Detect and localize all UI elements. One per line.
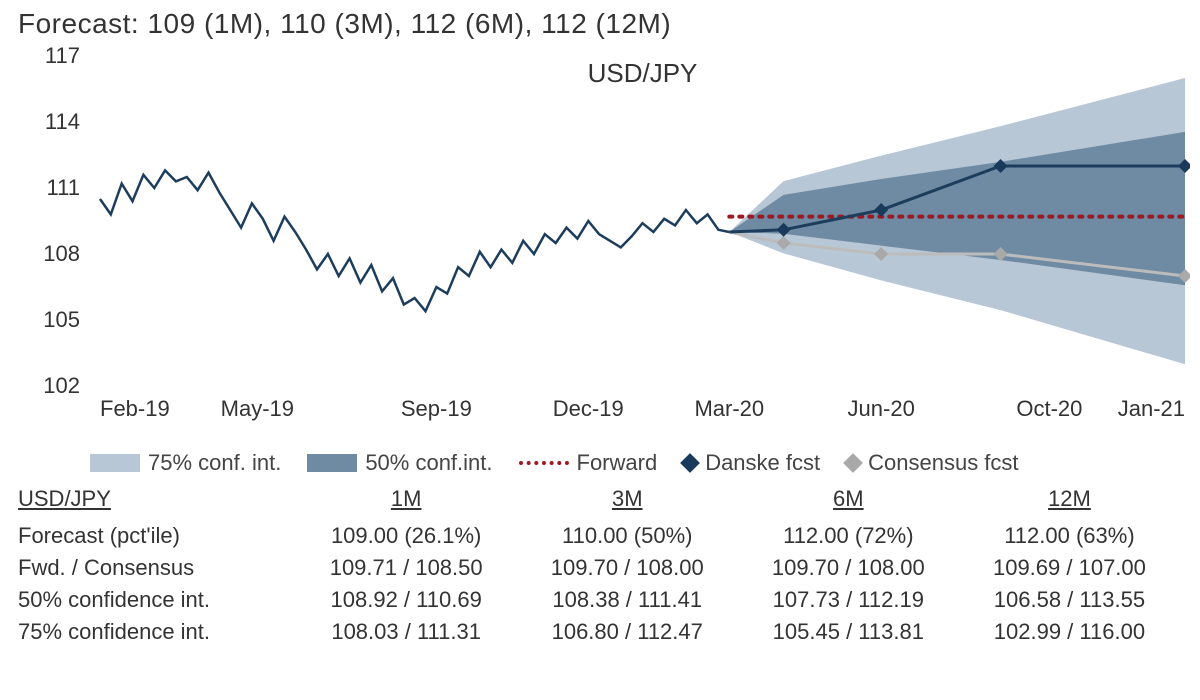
svg-text:102: 102 <box>43 373 80 398</box>
table-row: Fwd. / Consensus109.71 / 108.50109.70 / … <box>18 552 1180 584</box>
legend-label: Consensus fcst <box>868 450 1018 476</box>
diamond-gray-icon <box>843 453 863 473</box>
row-cell: 108.38 / 111.41 <box>517 584 738 616</box>
diamond-blue-icon <box>680 453 700 473</box>
forecast-chart: 102 105 108 111 114 117 Feb-19 May-19 Sep-19 Dec-… <box>10 46 1190 446</box>
svg-text:105: 105 <box>43 307 80 332</box>
legend-conf75: 75% conf. int. <box>90 450 281 476</box>
swatch-conf75-icon <box>90 454 140 472</box>
row-label: Forecast (pct'ile) <box>18 520 296 552</box>
row-cell: 109.70 / 108.00 <box>517 552 738 584</box>
legend-label: 50% conf.int. <box>365 450 492 476</box>
svg-text:Jan-21: Jan-21 <box>1118 396 1185 421</box>
row-cell: 109.70 / 108.00 <box>738 552 959 584</box>
table-row: 75% confidence int.108.03 / 111.31106.80… <box>18 616 1180 648</box>
legend-danske: Danske fcst <box>683 450 820 476</box>
row-cell: 108.03 / 111.31 <box>296 616 517 648</box>
table-row: Forecast (pct'ile)109.00 (26.1%)110.00 (… <box>18 520 1180 552</box>
legend-label: 75% conf. int. <box>148 450 281 476</box>
chart-legend: 75% conf. int. 50% conf.int. Forward Dan… <box>0 446 1200 476</box>
svg-text:Oct-20: Oct-20 <box>1016 396 1082 421</box>
legend-label: Danske fcst <box>705 450 820 476</box>
row-cell: 109.00 (26.1%) <box>296 520 517 552</box>
row-cell: 110.00 (50%) <box>517 520 738 552</box>
row-cell: 109.69 / 107.00 <box>959 552 1180 584</box>
row-label: 75% confidence int. <box>18 616 296 648</box>
dotted-line-icon <box>519 461 569 465</box>
legend-label: Forward <box>577 450 658 476</box>
table-row: 50% confidence int.108.92 / 110.69108.38… <box>18 584 1180 616</box>
svg-text:Dec-19: Dec-19 <box>553 396 624 421</box>
forecast-table-wrap: USD/JPY 1M 3M 6M 12M Forecast (pct'ile)1… <box>0 476 1200 648</box>
svg-text:Jun-20: Jun-20 <box>848 396 915 421</box>
svg-text:117: 117 <box>45 46 80 68</box>
forecast-table: USD/JPY 1M 3M 6M 12M Forecast (pct'ile)1… <box>18 482 1180 648</box>
row-cell: 106.58 / 113.55 <box>959 584 1180 616</box>
row-cell: 107.73 / 112.19 <box>738 584 959 616</box>
legend-forward: Forward <box>519 450 658 476</box>
row-cell: 108.92 / 110.69 <box>296 584 517 616</box>
svg-text:Feb-19: Feb-19 <box>100 396 170 421</box>
row-label: Fwd. / Consensus <box>18 552 296 584</box>
table-header-col: 1M <box>296 482 517 520</box>
svg-text:111: 111 <box>47 175 80 200</box>
svg-text:May-19: May-19 <box>221 396 294 421</box>
legend-conf50: 50% conf.int. <box>307 450 492 476</box>
row-cell: 102.99 / 116.00 <box>959 616 1180 648</box>
svg-text:108: 108 <box>43 241 80 266</box>
table-header-row: USD/JPY 1M 3M 6M 12M <box>18 482 1180 520</box>
row-cell: 105.45 / 113.81 <box>738 616 959 648</box>
row-cell: 109.71 / 108.50 <box>296 552 517 584</box>
table-header-col: 3M <box>517 482 738 520</box>
svg-text:Sep-19: Sep-19 <box>401 396 472 421</box>
row-cell: 112.00 (72%) <box>738 520 959 552</box>
row-cell: 106.80 / 112.47 <box>517 616 738 648</box>
table-header-pair: USD/JPY <box>18 482 296 520</box>
table-header-col: 12M <box>959 482 1180 520</box>
svg-text:114: 114 <box>45 109 80 134</box>
swatch-conf50-icon <box>307 454 357 472</box>
row-label: 50% confidence int. <box>18 584 296 616</box>
legend-consensus: Consensus fcst <box>846 450 1018 476</box>
svg-text:Mar-20: Mar-20 <box>694 396 764 421</box>
table-header-col: 6M <box>738 482 959 520</box>
forecast-header: Forecast: 109 (1M), 110 (3M), 112 (6M), … <box>0 0 1200 46</box>
svg-text:USD/JPY: USD/JPY <box>588 58 698 88</box>
row-cell: 112.00 (63%) <box>959 520 1180 552</box>
